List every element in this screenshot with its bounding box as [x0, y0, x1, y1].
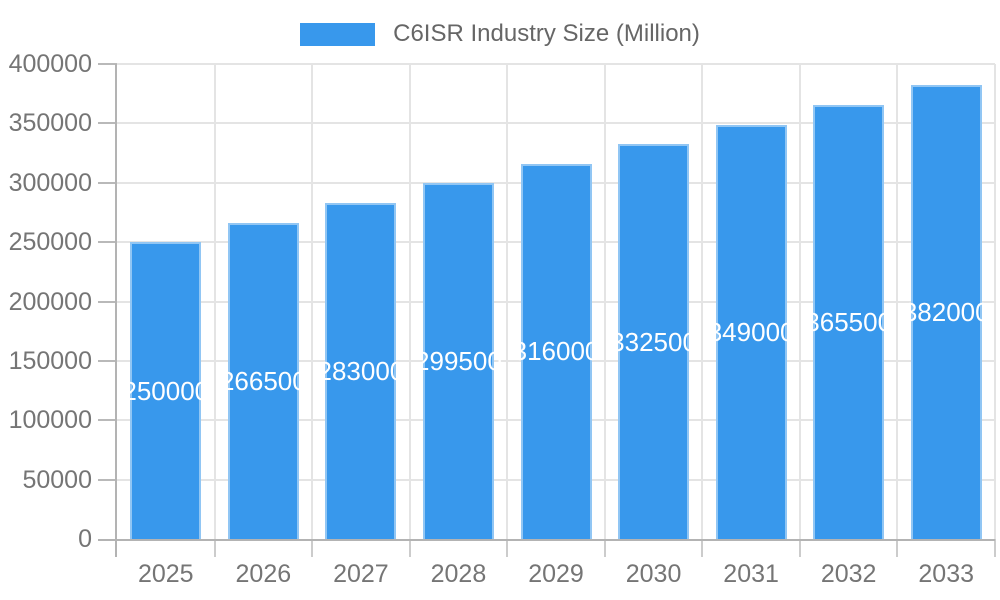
x-tick-mark	[213, 539, 216, 557]
x-tick-label-2027: 2027	[333, 560, 389, 588]
bar-value-2027: 283000	[317, 355, 405, 386]
bar-2029[interactable]	[520, 163, 592, 539]
bar-value-2030: 332500	[610, 326, 697, 357]
y-axis-line	[115, 64, 117, 557]
bar-value-2031: 349000	[707, 316, 795, 347]
y-grid-line	[117, 63, 995, 65]
bar-value-2032: 365500	[805, 306, 893, 337]
bar-value-2033: 382000	[902, 297, 990, 328]
y-tick-label: 0	[78, 525, 92, 553]
y-tick-label: 100000	[8, 406, 92, 435]
x-tick-mark	[603, 539, 606, 557]
x-tick-label-2026: 2026	[235, 560, 292, 588]
y-tick-mark	[98, 300, 117, 303]
x-tick-mark	[994, 539, 996, 557]
x-grid-line	[701, 64, 704, 539]
bar-value-2028: 299500	[415, 346, 502, 377]
x-tick-mark	[408, 539, 411, 557]
bar-2031[interactable]	[715, 124, 787, 539]
y-tick-label: 400000	[8, 50, 92, 78]
y-tick-mark	[98, 241, 117, 244]
y-tick-mark	[98, 359, 117, 362]
x-tick-label-2030: 2030	[625, 560, 682, 588]
x-grid-line	[798, 64, 801, 539]
bar-value-2025: 250000	[122, 375, 210, 406]
bar-2028[interactable]	[422, 183, 494, 539]
y-tick-label: 200000	[8, 287, 92, 316]
x-grid-line	[408, 64, 411, 539]
legend-item[interactable]: C6ISR Industry Size (Million)	[300, 22, 700, 46]
x-tick-mark	[798, 539, 801, 557]
x-tick-label-2025: 2025	[137, 560, 194, 588]
bar-2032[interactable]	[813, 104, 885, 539]
legend-swatch-icon	[300, 22, 376, 46]
x-tick-label-2028: 2028	[430, 560, 487, 588]
legend-label: C6ISR Industry Size (Million)	[393, 20, 700, 47]
bar-2033[interactable]	[910, 85, 982, 539]
x-tick-mark	[896, 539, 899, 557]
x-grid-line	[213, 64, 216, 539]
x-grid-line	[896, 64, 899, 539]
y-tick-label: 150000	[8, 346, 92, 375]
legend: C6ISR Industry Size (Million)	[0, 22, 1000, 46]
bar-2030[interactable]	[618, 144, 690, 539]
y-tick-mark	[98, 419, 117, 422]
y-tick-mark	[98, 63, 117, 65]
y-tick-label: 300000	[8, 168, 92, 197]
y-tick-mark	[98, 122, 117, 125]
x-axis-line	[98, 539, 995, 541]
x-tick-mark	[701, 539, 704, 557]
y-grid-line	[117, 122, 995, 125]
bar-value-2029: 316000	[512, 336, 600, 367]
x-grid-line	[994, 64, 996, 539]
x-tick-label-2029: 2029	[528, 560, 584, 588]
y-tick-mark	[98, 478, 117, 481]
bar-2026[interactable]	[227, 222, 299, 539]
x-tick-label-2032: 2032	[820, 560, 877, 588]
bar-value-2026: 266500	[219, 365, 307, 396]
y-tick-label: 250000	[8, 228, 92, 257]
y-tick-mark	[98, 181, 117, 184]
x-grid-line	[506, 64, 509, 539]
x-grid-line	[603, 64, 606, 539]
y-tick-label: 50000	[22, 465, 92, 494]
y-tick-label: 350000	[8, 109, 92, 138]
bar-2027[interactable]	[325, 202, 397, 539]
x-tick-label-2031: 2031	[723, 560, 779, 588]
x-tick-label-2033: 2033	[918, 560, 975, 588]
x-tick-mark	[506, 539, 509, 557]
x-tick-mark	[311, 539, 314, 557]
x-grid-line	[311, 64, 314, 539]
bar-2025[interactable]	[130, 242, 202, 539]
